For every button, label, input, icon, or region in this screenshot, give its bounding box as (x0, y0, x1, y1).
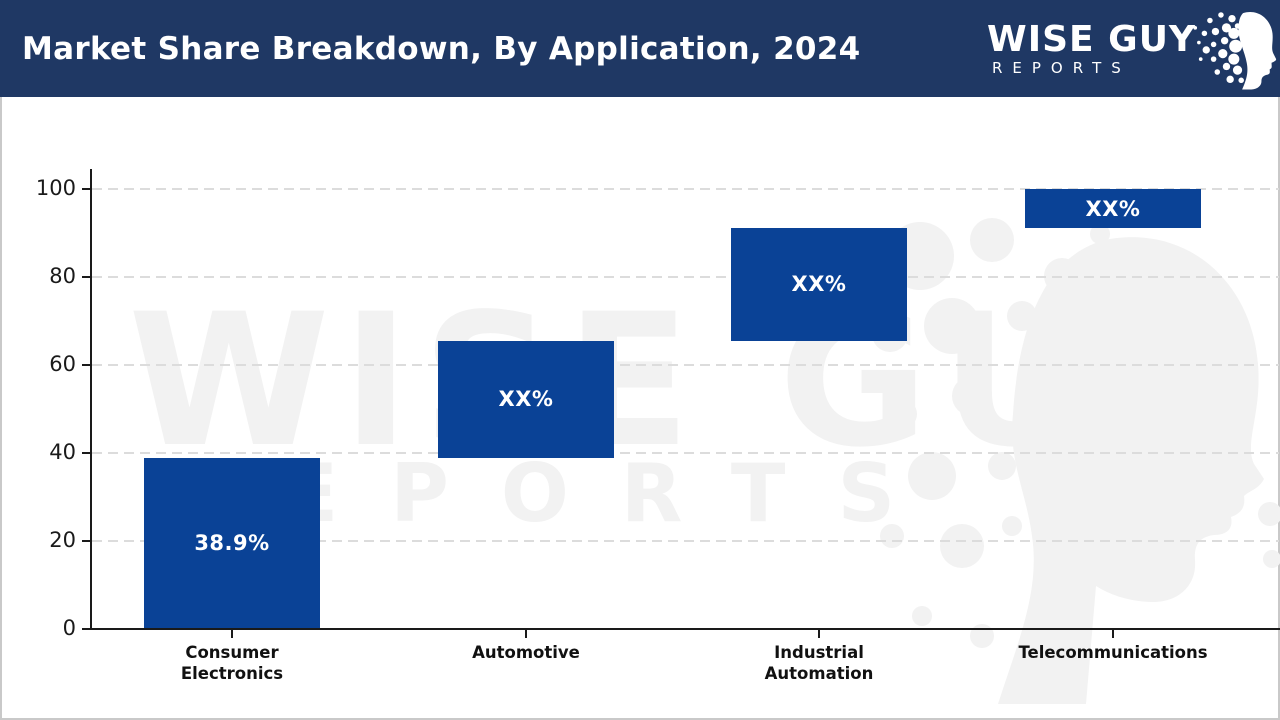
bar-value-label: XX% (1085, 196, 1141, 221)
y-tick-0 (82, 628, 91, 630)
bar-industrial-automation: XX% (731, 228, 907, 341)
bar-value-label: 38.9% (194, 531, 270, 556)
gridline-20 (92, 540, 1279, 542)
y-tick-60 (82, 364, 91, 366)
gridline-80 (92, 276, 1279, 278)
y-tick-label-80: 80 (49, 264, 76, 288)
gridline-60 (92, 364, 1279, 366)
bar-automotive: XX% (438, 340, 614, 458)
bar-value-label: XX% (791, 272, 847, 297)
y-tick-100 (82, 188, 91, 190)
y-tick-label-40: 40 (49, 440, 76, 464)
x-tick-automotive (525, 630, 527, 638)
bar-telecommunications: XX% (1025, 189, 1201, 229)
y-tick-80 (82, 276, 91, 278)
logo-head-icon (1193, 11, 1277, 90)
y-tick-label-20: 20 (49, 528, 76, 552)
y-tick-label-60: 60 (49, 352, 76, 376)
y-axis-line (90, 169, 92, 630)
x-axis-line (90, 628, 1280, 630)
gridline-100 (92, 188, 1279, 190)
x-category-label-automotive: Automotive (472, 643, 580, 662)
brand-logo: WISE GUY REPORTS (987, 4, 1278, 94)
page-title: Market Share Breakdown, By Application, … (22, 30, 861, 67)
x-category-label-industrial-automation: Industrial Automation (764, 643, 874, 684)
x-tick-industrial-automation (818, 630, 820, 638)
x-tick-consumer-electronics (231, 630, 233, 638)
x-category-label-telecommunications: Telecommunications (1018, 643, 1208, 662)
y-tick-40 (82, 452, 91, 454)
x-category-label-consumer-electronics: Consumer Electronics (180, 643, 284, 684)
y-tick-label-0: 0 (62, 616, 76, 640)
brand-subname: REPORTS (991, 59, 1131, 77)
watermark-head-graphic (872, 218, 1280, 704)
bar-consumer-electronics: 38.9% (144, 457, 320, 629)
brand-name: WISE GUY (986, 19, 1196, 60)
bar-value-label: XX% (498, 387, 554, 412)
y-tick-20 (82, 540, 91, 542)
header-bar: Market Share Breakdown, By Application, … (0, 0, 1280, 97)
y-tick-label-100: 100 (35, 176, 76, 200)
gridline-40 (92, 452, 1279, 454)
brand-logo-text: WISE GUY REPORTS (987, 22, 1196, 76)
x-tick-telecommunications (1112, 630, 1114, 638)
